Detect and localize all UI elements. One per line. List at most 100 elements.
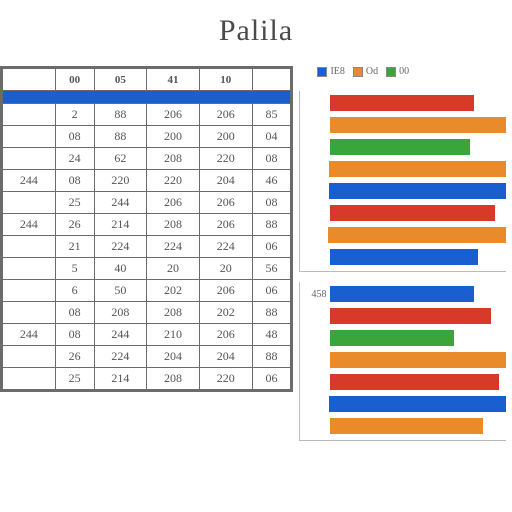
table-cell: 220 bbox=[199, 148, 252, 170]
bar bbox=[329, 161, 506, 177]
table-cell: 202 bbox=[147, 280, 200, 302]
column-header bbox=[252, 69, 291, 91]
table-cell: 24 bbox=[55, 148, 94, 170]
table-cell: 88 bbox=[252, 214, 291, 236]
table-cell: 25 bbox=[55, 368, 94, 390]
bar bbox=[329, 183, 506, 199]
table-cell: 220 bbox=[94, 170, 147, 192]
chart-row bbox=[300, 328, 506, 348]
table-row: 28820620685 bbox=[3, 104, 291, 126]
table-cell: 26 bbox=[55, 214, 94, 236]
table-cell: 208 bbox=[147, 148, 200, 170]
table-cell: 50 bbox=[94, 280, 147, 302]
table-cell: 08 bbox=[55, 324, 94, 346]
table-cell: 244 bbox=[3, 170, 56, 192]
bar bbox=[330, 117, 506, 133]
table-row: 2440824421020648 bbox=[3, 324, 291, 346]
table-cell: 20 bbox=[147, 258, 200, 280]
table-cell: 2 bbox=[55, 104, 94, 126]
table-cell: 88 bbox=[94, 126, 147, 148]
table-cell: 206 bbox=[199, 192, 252, 214]
legend-label: Od bbox=[366, 66, 378, 77]
table-cell: 25 bbox=[55, 192, 94, 214]
table-cell: 224 bbox=[199, 236, 252, 258]
legend-item: IE8 bbox=[317, 66, 344, 77]
bar bbox=[330, 205, 494, 221]
chart-row bbox=[300, 306, 506, 326]
bar bbox=[330, 330, 453, 346]
table-cell: 46 bbox=[252, 170, 291, 192]
table-cell bbox=[3, 302, 56, 324]
bar bbox=[330, 249, 478, 265]
bar-label: 458 bbox=[300, 289, 330, 300]
chart-row bbox=[300, 137, 506, 157]
bar bbox=[329, 396, 506, 412]
table-row: 246220822008 bbox=[3, 148, 291, 170]
chart-row bbox=[300, 416, 506, 436]
table-cell: 202 bbox=[199, 302, 252, 324]
table-cell: 06 bbox=[252, 280, 291, 302]
table-cell: 200 bbox=[147, 126, 200, 148]
bar bbox=[330, 95, 474, 111]
table-cell bbox=[3, 280, 56, 302]
chart-row bbox=[300, 350, 506, 370]
legend-swatch bbox=[386, 67, 396, 77]
table-cell: 214 bbox=[94, 368, 147, 390]
content-area: 00054110 2882062068508882002000424622082… bbox=[0, 66, 512, 441]
table-cell: 56 bbox=[252, 258, 291, 280]
legend-label: IE8 bbox=[330, 66, 344, 77]
chart-row bbox=[300, 181, 506, 201]
bar bbox=[330, 139, 470, 155]
chart-row bbox=[300, 247, 506, 267]
column-header: 00 bbox=[55, 69, 94, 91]
table-cell: 200 bbox=[199, 126, 252, 148]
table-cell: 08 bbox=[252, 148, 291, 170]
table-cell: 20 bbox=[199, 258, 252, 280]
table-row: 2442621420820688 bbox=[3, 214, 291, 236]
table-cell: 224 bbox=[94, 346, 147, 368]
table-cell: 244 bbox=[94, 324, 147, 346]
table-cell: 244 bbox=[3, 214, 56, 236]
table-cell: 40 bbox=[94, 258, 147, 280]
table-cell bbox=[3, 236, 56, 258]
table-cell: 206 bbox=[199, 214, 252, 236]
table-row: 540202056 bbox=[3, 258, 291, 280]
table-cell: 208 bbox=[147, 302, 200, 324]
table-cell: 88 bbox=[94, 104, 147, 126]
table-cell: 204 bbox=[147, 346, 200, 368]
bar bbox=[330, 286, 474, 302]
column-header: 05 bbox=[94, 69, 147, 91]
table-cell: 220 bbox=[147, 170, 200, 192]
table-cell: 208 bbox=[147, 368, 200, 390]
table-cell: 208 bbox=[147, 214, 200, 236]
chart-row bbox=[300, 93, 506, 113]
table-cell: 08 bbox=[55, 170, 94, 192]
table-cell: 88 bbox=[252, 346, 291, 368]
column-header: 10 bbox=[199, 69, 252, 91]
table-cell: 220 bbox=[199, 368, 252, 390]
table-cell: 214 bbox=[94, 214, 147, 236]
table-row: 2122422422406 bbox=[3, 236, 291, 258]
data-table: 00054110 2882062068508882002000424622082… bbox=[2, 68, 291, 390]
chart-row bbox=[300, 372, 506, 392]
chart-row bbox=[300, 203, 506, 223]
table-cell bbox=[3, 368, 56, 390]
charts-panel: IE8Od00 458 bbox=[293, 66, 506, 441]
bar-chart-bottom: 458 bbox=[299, 282, 506, 441]
accent-row bbox=[3, 91, 291, 104]
table-cell: 08 bbox=[252, 192, 291, 214]
table-row: 2521420822006 bbox=[3, 368, 291, 390]
table-cell: 26 bbox=[55, 346, 94, 368]
legend-swatch bbox=[317, 67, 327, 77]
table-body: 2882062068508882002000424622082200824408… bbox=[3, 91, 291, 390]
table-cell bbox=[3, 104, 56, 126]
column-header bbox=[3, 69, 56, 91]
bar bbox=[330, 418, 482, 434]
table-cell: 04 bbox=[252, 126, 291, 148]
table-cell: 206 bbox=[199, 324, 252, 346]
table-cell bbox=[3, 148, 56, 170]
data-table-container: 00054110 2882062068508882002000424622082… bbox=[0, 66, 293, 392]
bar bbox=[328, 227, 506, 243]
table-cell: 06 bbox=[252, 368, 291, 390]
table-cell bbox=[3, 258, 56, 280]
